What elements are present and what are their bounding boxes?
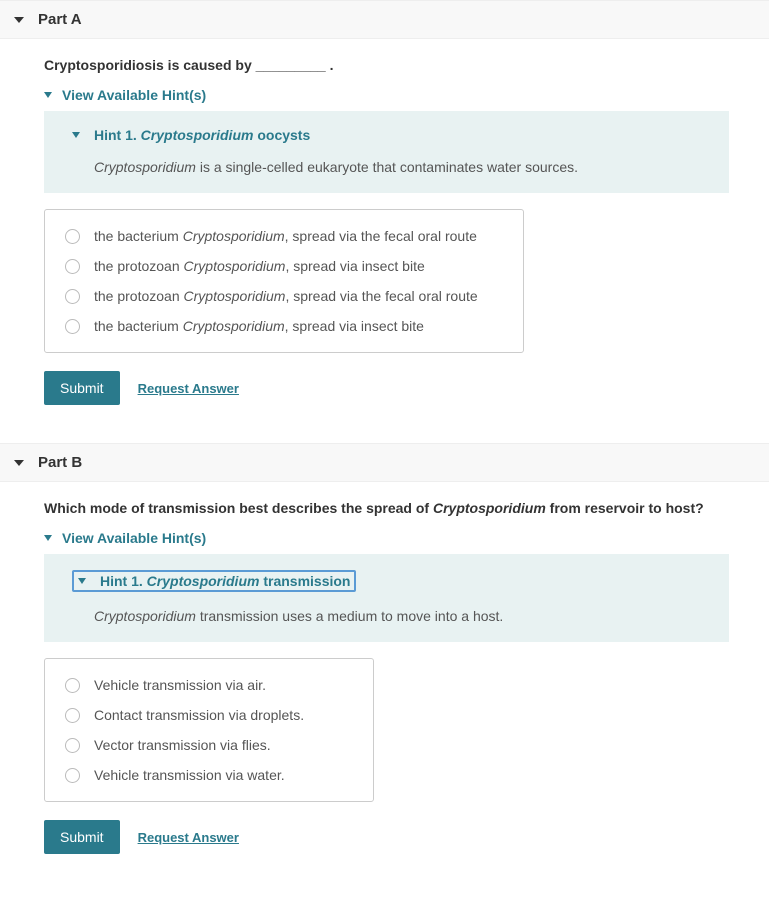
hint-body-italic: Cryptosporidium <box>94 159 196 175</box>
hint-body: Cryptosporidium is a single-celled eukar… <box>94 159 709 175</box>
option-italic: Cryptosporidium <box>183 228 285 244</box>
option-text: Vector transmission via flies. <box>94 737 271 753</box>
option[interactable]: the protozoan Cryptosporidium, spread vi… <box>65 258 503 274</box>
option-text: the protozoan Cryptosporidium, spread vi… <box>94 288 478 304</box>
option-post: , spread via insect bite <box>285 318 424 334</box>
question-italic: Cryptosporidium <box>433 500 546 516</box>
question-prefix: Cryptosporidiosis is caused by <box>44 57 256 73</box>
option-italic: Cryptosporidium <box>184 258 286 274</box>
option-text: Vehicle transmission via water. <box>94 767 285 783</box>
option[interactable]: the protozoan Cryptosporidium, spread vi… <box>65 288 503 304</box>
option-post: , spread via the fecal oral route <box>285 288 477 304</box>
options-box: the bacterium Cryptosporidium, spread vi… <box>44 209 524 353</box>
option-pre: the bacterium <box>94 228 183 244</box>
option[interactable]: Vehicle transmission via water. <box>65 767 353 783</box>
part-body: Which mode of transmission best describe… <box>0 482 769 872</box>
option-pre: Contact transmission via droplets. <box>94 707 304 723</box>
hint-header[interactable]: Hint 1. Cryptosporidium oocysts <box>72 127 310 143</box>
actions-row: Submit Request Answer <box>44 371 729 405</box>
hint-body-rest: transmission uses a medium to move into … <box>196 608 503 624</box>
actions-row: Submit Request Answer <box>44 820 729 854</box>
option-italic: Cryptosporidium <box>184 288 286 304</box>
part-b: Part B Which mode of transmission best de… <box>0 443 769 872</box>
hint-label: Hint 1. Cryptosporidium transmission <box>100 573 350 589</box>
option-text: the bacterium Cryptosporidium, spread vi… <box>94 318 424 334</box>
option-italic: Cryptosporidium <box>183 318 285 334</box>
option-pre: Vector transmission via flies. <box>94 737 271 753</box>
option-pre: Vehicle transmission via water. <box>94 767 285 783</box>
part-header[interactable]: Part A <box>0 0 769 39</box>
hint-body: Cryptosporidium transmission uses a medi… <box>94 608 709 624</box>
option[interactable]: Vector transmission via flies. <box>65 737 353 753</box>
option-pre: the protozoan <box>94 288 184 304</box>
question-text: Which mode of transmission best describe… <box>44 500 729 516</box>
option[interactable]: Vehicle transmission via air. <box>65 677 353 693</box>
hint-label-italic: Cryptosporidium <box>141 127 254 143</box>
part-a: Part A Cryptosporidiosis is caused by ___… <box>0 0 769 423</box>
option-text: the protozoan Cryptosporidium, spread vi… <box>94 258 425 274</box>
part-header[interactable]: Part B <box>0 443 769 482</box>
question-suffix: from reservoir to host? <box>546 500 704 516</box>
chevron-down-icon <box>14 17 24 23</box>
request-answer-link[interactable]: Request Answer <box>138 830 239 845</box>
question-text: Cryptosporidiosis is caused by _________… <box>44 57 729 73</box>
hint-label-suffix: oocysts <box>253 127 310 143</box>
question-prefix: Which mode of transmission best describe… <box>44 500 433 516</box>
option[interactable]: Contact transmission via droplets. <box>65 707 353 723</box>
radio-icon <box>65 229 80 244</box>
question-blank: _________ <box>256 57 326 73</box>
hint-label-italic: Cryptosporidium <box>147 573 260 589</box>
submit-button[interactable]: Submit <box>44 371 120 405</box>
option-post: , spread via the fecal oral route <box>285 228 477 244</box>
part-body: Cryptosporidiosis is caused by _________… <box>0 39 769 423</box>
hint-label-suffix: transmission <box>259 573 350 589</box>
options-box: Vehicle transmission via air. Contact tra… <box>44 658 374 802</box>
request-answer-link[interactable]: Request Answer <box>138 381 239 396</box>
hint-label-prefix: Hint 1. <box>94 127 141 143</box>
hint-label-prefix: Hint 1. <box>100 573 147 589</box>
hint-box: Hint 1. Cryptosporidium transmissionCryp… <box>44 554 729 642</box>
hint-label: Hint 1. Cryptosporidium oocysts <box>94 127 310 143</box>
chevron-down-icon <box>44 535 52 541</box>
radio-icon <box>65 708 80 723</box>
chevron-down-icon <box>72 132 80 138</box>
question-suffix: . <box>326 57 334 73</box>
option[interactable]: the bacterium Cryptosporidium, spread vi… <box>65 318 503 334</box>
option-post: , spread via insect bite <box>285 258 424 274</box>
submit-button[interactable]: Submit <box>44 820 120 854</box>
option-text: the bacterium Cryptosporidium, spread vi… <box>94 228 477 244</box>
chevron-down-icon <box>44 92 52 98</box>
radio-icon <box>65 678 80 693</box>
chevron-down-icon <box>78 578 86 584</box>
hint-box: Hint 1. Cryptosporidium oocystsCryptospo… <box>44 111 729 193</box>
hint-body-italic: Cryptosporidium <box>94 608 196 624</box>
option[interactable]: the bacterium Cryptosporidium, spread vi… <box>65 228 503 244</box>
radio-icon <box>65 738 80 753</box>
option-text: Vehicle transmission via air. <box>94 677 266 693</box>
radio-icon <box>65 289 80 304</box>
view-hints-toggle[interactable]: View Available Hint(s) <box>44 87 729 103</box>
option-pre: the protozoan <box>94 258 184 274</box>
chevron-down-icon <box>14 460 24 466</box>
option-pre: the bacterium <box>94 318 183 334</box>
view-hints-toggle[interactable]: View Available Hint(s) <box>44 530 729 546</box>
option-pre: Vehicle transmission via air. <box>94 677 266 693</box>
radio-icon <box>65 319 80 334</box>
hint-body-rest: is a single-celled eukaryote that contam… <box>196 159 578 175</box>
hints-toggle-label: View Available Hint(s) <box>62 530 206 546</box>
option-text: Contact transmission via droplets. <box>94 707 304 723</box>
part-title: Part A <box>38 11 82 28</box>
radio-icon <box>65 768 80 783</box>
hints-toggle-label: View Available Hint(s) <box>62 87 206 103</box>
part-title: Part B <box>38 454 82 471</box>
radio-icon <box>65 259 80 274</box>
hint-header[interactable]: Hint 1. Cryptosporidium transmission <box>72 570 356 592</box>
